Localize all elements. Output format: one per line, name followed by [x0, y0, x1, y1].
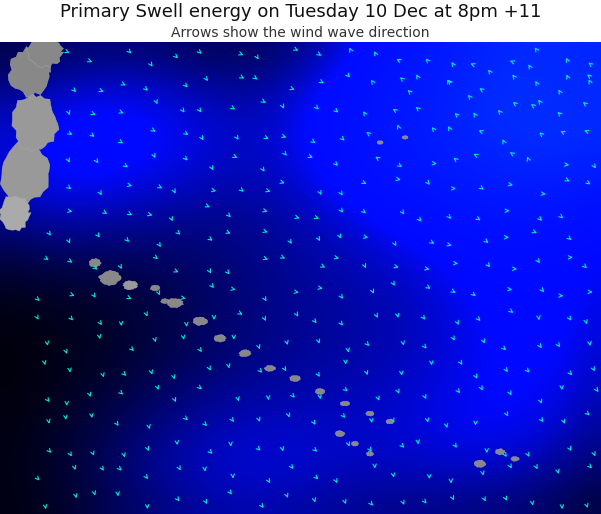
Polygon shape [12, 91, 59, 152]
Polygon shape [290, 375, 300, 381]
Polygon shape [340, 401, 350, 406]
Polygon shape [150, 285, 160, 291]
Polygon shape [214, 335, 227, 342]
Polygon shape [352, 442, 359, 446]
Polygon shape [365, 411, 374, 416]
Polygon shape [474, 460, 486, 467]
Text: Primary Swell energy on Tuesday 10 Dec at 8pm +11: Primary Swell energy on Tuesday 10 Dec a… [60, 3, 541, 21]
Polygon shape [377, 141, 383, 144]
Polygon shape [495, 449, 505, 455]
Text: Arrows show the wind wave direction: Arrows show the wind wave direction [171, 26, 430, 40]
Polygon shape [511, 456, 519, 461]
Polygon shape [1, 138, 50, 205]
Polygon shape [366, 451, 374, 456]
Polygon shape [8, 47, 50, 98]
Polygon shape [402, 136, 408, 139]
Polygon shape [193, 317, 207, 326]
Polygon shape [99, 270, 121, 286]
Polygon shape [0, 196, 31, 231]
Polygon shape [239, 350, 251, 357]
Polygon shape [123, 281, 138, 290]
Polygon shape [26, 38, 64, 68]
Polygon shape [315, 388, 325, 394]
Polygon shape [386, 419, 394, 424]
Polygon shape [89, 259, 102, 267]
Polygon shape [160, 299, 169, 304]
Polygon shape [168, 299, 184, 308]
Polygon shape [335, 431, 345, 437]
Polygon shape [264, 365, 275, 372]
